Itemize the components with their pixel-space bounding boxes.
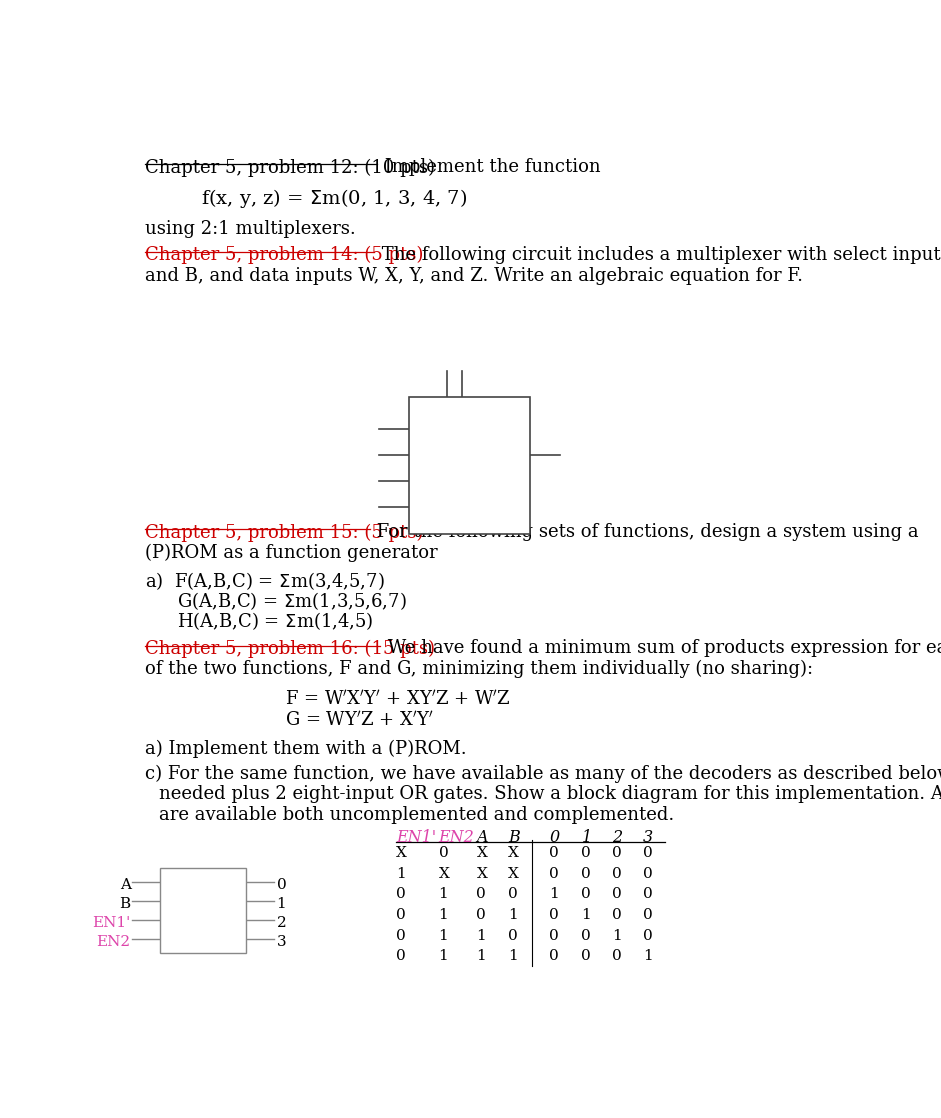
Text: EN2: EN2: [97, 935, 131, 949]
Text: 1: 1: [439, 888, 448, 901]
Text: 2: 2: [612, 828, 622, 846]
Text: X: X: [414, 451, 427, 468]
Text: W: W: [414, 424, 433, 443]
Text: EN2: EN2: [439, 828, 474, 846]
Text: 1: 1: [476, 949, 486, 964]
Text: are available both uncomplemented and complemented.: are available both uncomplemented and co…: [159, 806, 675, 824]
Text: 0: 0: [643, 846, 652, 860]
Text: Chapter 5, problem 12: (10 pts): Chapter 5, problem 12: (10 pts): [145, 159, 436, 177]
Text: 0: 0: [643, 908, 652, 922]
Bar: [409, 397, 530, 534]
Text: A: A: [120, 878, 131, 892]
Text: 2: 2: [277, 916, 286, 930]
Text: 0: 0: [612, 888, 622, 901]
Text: 1: 1: [508, 949, 518, 964]
Text: 1: 1: [396, 866, 406, 881]
Text: 1: 1: [508, 908, 518, 922]
Text: Chapter 5, problem 15: (5 pts): Chapter 5, problem 15: (5 pts): [145, 523, 423, 541]
Text: 0: 0: [508, 888, 518, 901]
Text: 0: 0: [476, 888, 486, 901]
Text: of the two functions, F and G, minimizing them individually (no sharing):: of the two functions, F and G, minimizin…: [145, 660, 813, 679]
Text: 0: 0: [612, 949, 622, 964]
Text: X: X: [508, 846, 518, 860]
Text: 0: 0: [508, 929, 518, 942]
Text: 1: 1: [612, 929, 622, 942]
Text: 0: 0: [582, 929, 591, 942]
Text: A: A: [476, 828, 488, 846]
Text: 0: 0: [550, 908, 559, 922]
Text: 0: 0: [643, 929, 652, 942]
Text: Chapter 5, problem 14: (5 pts): Chapter 5, problem 14: (5 pts): [145, 246, 423, 264]
Text: 0: 0: [550, 866, 559, 881]
Text: Implement the function: Implement the function: [378, 159, 600, 177]
Text: X: X: [476, 846, 487, 860]
Text: 0: 0: [396, 929, 406, 942]
Text: H(A,B,C) = $\Sigma$m(1,4,5): H(A,B,C) = $\Sigma$m(1,4,5): [178, 610, 374, 632]
Text: EN1': EN1': [396, 828, 437, 846]
Text: Z: Z: [414, 502, 427, 520]
Text: 0: 0: [550, 828, 560, 846]
Text: We have found a minimum sum of products expression for each: We have found a minimum sum of products …: [382, 639, 941, 657]
Text: using 2:1 multiplexers.: using 2:1 multiplexers.: [145, 220, 356, 238]
Text: Chapter 5, problem 16: (15 pts): Chapter 5, problem 16: (15 pts): [145, 639, 436, 657]
Text: 3: 3: [643, 828, 653, 846]
Text: 0: 0: [476, 908, 486, 922]
Text: 0: 0: [582, 866, 591, 881]
Text: 0: 0: [550, 949, 559, 964]
Text: 0: 0: [277, 878, 286, 892]
Text: 0: 0: [612, 908, 622, 922]
Text: a) Implement them with a (P)ROM.: a) Implement them with a (P)ROM.: [145, 740, 467, 758]
Text: (P)ROM as a function generator: (P)ROM as a function generator: [145, 544, 438, 562]
Text: 0: 0: [582, 846, 591, 860]
Text: F: F: [495, 451, 507, 468]
Text: 1: 1: [476, 929, 486, 942]
Text: a)  F(A,B,C) = $\Sigma$m(3,4,5,7): a) F(A,B,C) = $\Sigma$m(3,4,5,7): [145, 570, 385, 593]
Text: 1: 1: [439, 929, 448, 942]
Text: 0: 0: [550, 846, 559, 860]
Text: needed plus 2 eight-input OR gates. Show a block diagram for this implementation: needed plus 2 eight-input OR gates. Show…: [159, 785, 941, 803]
Text: 3: 3: [277, 935, 286, 949]
Text: B: B: [120, 897, 131, 911]
Text: 1: 1: [439, 908, 448, 922]
Text: and B, and data inputs W, X, Y, and Z. Write an algebraic equation for F.: and B, and data inputs W, X, Y, and Z. W…: [145, 267, 804, 285]
Text: G(A,B,C) = $\Sigma$m(1,3,5,6,7): G(A,B,C) = $\Sigma$m(1,3,5,6,7): [178, 590, 407, 613]
Text: For the following sets of functions, design a system using a: For the following sets of functions, des…: [372, 523, 919, 541]
Text: 1: 1: [277, 897, 286, 911]
Text: X: X: [439, 866, 450, 881]
Text: 0: 0: [643, 866, 652, 881]
Text: 0: 0: [582, 888, 591, 901]
Text: X: X: [476, 866, 487, 881]
Text: 1: 1: [439, 949, 448, 964]
Text: 0: 0: [439, 846, 448, 860]
Text: 1: 1: [643, 949, 652, 964]
Text: X: X: [508, 866, 518, 881]
Text: G = WY$'$Z + X$'$Y$'$: G = WY$'$Z + X$'$Y$'$: [285, 710, 434, 729]
Text: A B: A B: [437, 406, 469, 424]
Text: c) For the same function, we have available as many of the decoders as described: c) For the same function, we have availa…: [145, 765, 941, 783]
Text: 0: 0: [396, 888, 406, 901]
Text: 1: 1: [582, 908, 591, 922]
Bar: [160, 869, 246, 953]
Text: 0: 0: [612, 866, 622, 881]
Text: Y: Y: [414, 476, 426, 494]
Text: 0: 0: [396, 908, 406, 922]
Text: 1: 1: [582, 828, 592, 846]
Text: The following circuit includes a multiplexer with select inputs A: The following circuit includes a multipl…: [375, 246, 941, 264]
Text: 0: 0: [643, 888, 652, 901]
Text: F = W$'$X$'$Y$'$ + XY$'$Z + W$'$Z: F = W$'$X$'$Y$'$ + XY$'$Z + W$'$Z: [285, 690, 511, 709]
Text: EN1': EN1': [92, 916, 131, 930]
Text: 0: 0: [550, 929, 559, 942]
Text: f(x, y, z) = $\Sigma$m(0, 1, 3, 4, 7): f(x, y, z) = $\Sigma$m(0, 1, 3, 4, 7): [201, 187, 468, 210]
Text: X: X: [396, 846, 407, 860]
Text: 0: 0: [396, 949, 406, 964]
Text: B: B: [508, 828, 519, 846]
Text: 0: 0: [612, 846, 622, 860]
Text: 1: 1: [550, 888, 559, 901]
Text: 0: 0: [582, 949, 591, 964]
